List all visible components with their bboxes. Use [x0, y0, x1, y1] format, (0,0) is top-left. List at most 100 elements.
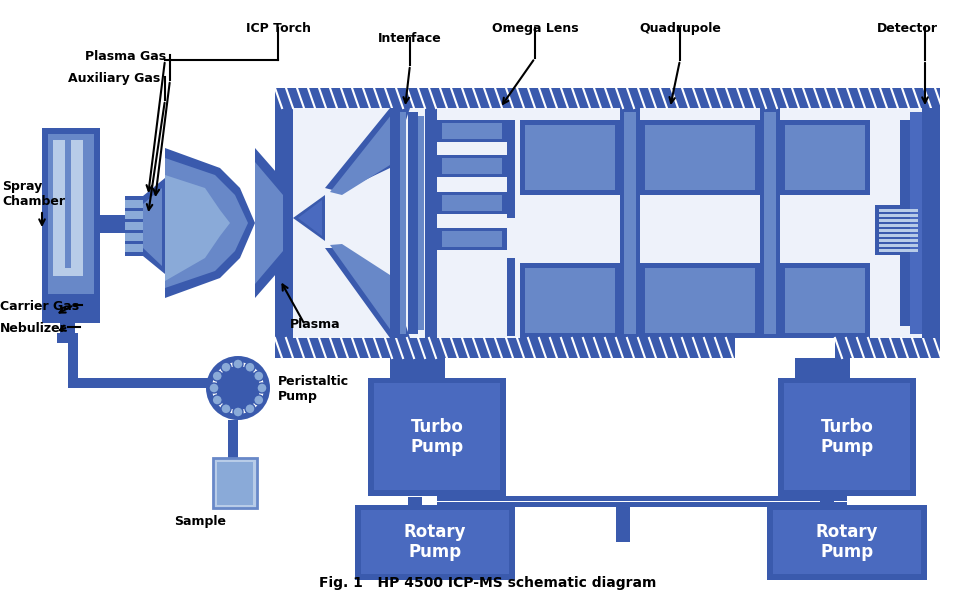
Polygon shape [143, 188, 162, 266]
Bar [400, 112, 406, 334]
Bar [640, 263, 760, 338]
Polygon shape [293, 195, 325, 241]
Bar [507, 258, 515, 336]
Bar [42, 128, 100, 323]
Bar [778, 378, 916, 496]
Bar [764, 112, 776, 334]
Text: Auxiliary Gas: Auxiliary Gas [68, 72, 160, 85]
Bar [442, 158, 502, 174]
Bar [616, 507, 630, 542]
Circle shape [254, 395, 264, 405]
Bar [520, 263, 620, 338]
Polygon shape [165, 158, 248, 288]
Bar [368, 378, 506, 496]
Bar [100, 215, 125, 233]
Bar [507, 120, 515, 218]
Bar [125, 211, 143, 219]
Bar [760, 108, 780, 338]
Bar [442, 195, 502, 211]
Polygon shape [255, 148, 290, 298]
Circle shape [233, 407, 243, 417]
Bar [879, 249, 918, 252]
Bar [780, 263, 870, 338]
Polygon shape [255, 162, 283, 284]
Circle shape [206, 356, 270, 420]
Bar [910, 112, 922, 334]
Circle shape [212, 371, 223, 381]
Bar [922, 108, 940, 338]
Bar [879, 244, 918, 247]
Circle shape [245, 404, 255, 414]
Text: Turbo
Pump: Turbo Pump [821, 418, 874, 457]
Bar [293, 108, 922, 338]
Text: Rotary
Pump: Rotary Pump [404, 523, 467, 562]
Bar [780, 120, 870, 195]
Bar [437, 228, 507, 250]
Bar [408, 112, 418, 334]
Circle shape [212, 362, 264, 414]
Polygon shape [330, 114, 405, 195]
Circle shape [233, 359, 243, 369]
Bar [784, 383, 910, 490]
Bar [879, 234, 918, 237]
Circle shape [212, 395, 223, 405]
Circle shape [245, 362, 255, 372]
Bar [418, 116, 424, 330]
Bar [442, 123, 502, 139]
Bar [437, 192, 507, 214]
Bar [437, 496, 847, 501]
Bar [361, 510, 509, 574]
Bar [374, 383, 500, 490]
Text: Spray
Chamber: Spray Chamber [2, 180, 65, 208]
Text: Turbo
Pump: Turbo Pump [411, 418, 464, 457]
Bar [220, 378, 230, 388]
Bar [813, 380, 831, 398]
Text: Plasma Gas: Plasma Gas [85, 50, 166, 63]
Bar [620, 108, 640, 338]
Bar [125, 222, 143, 230]
Circle shape [221, 362, 231, 372]
Text: Detector: Detector [877, 22, 938, 35]
Bar [425, 108, 437, 338]
Bar [645, 125, 755, 190]
Bar [879, 229, 918, 232]
Polygon shape [165, 148, 255, 298]
Bar [275, 338, 735, 358]
Bar [125, 196, 143, 256]
Circle shape [221, 404, 231, 414]
Bar [879, 224, 918, 227]
Text: Sample: Sample [174, 515, 226, 528]
Polygon shape [325, 248, 410, 338]
Bar [437, 502, 847, 507]
Circle shape [216, 366, 260, 410]
Bar [773, 510, 921, 574]
Bar [624, 112, 636, 334]
Bar [785, 268, 865, 333]
Bar [68, 378, 230, 388]
Bar [53, 140, 65, 270]
Text: Omega Lens: Omega Lens [492, 22, 579, 35]
Polygon shape [143, 178, 165, 274]
Bar [900, 120, 910, 326]
Bar [408, 380, 426, 398]
Bar [879, 219, 918, 222]
Text: Nebulizer: Nebulizer [0, 322, 66, 335]
Bar [640, 120, 760, 195]
Bar [57, 333, 78, 343]
Text: Quadrupole: Quadrupole [639, 22, 721, 35]
Text: Interface: Interface [378, 32, 442, 45]
Bar [125, 233, 143, 241]
Bar [275, 108, 293, 338]
Bar [922, 108, 940, 338]
Bar [213, 458, 257, 508]
Bar [879, 209, 918, 212]
Bar [437, 155, 507, 177]
Bar [442, 231, 502, 247]
Text: Carrier Gas: Carrier Gas [0, 300, 79, 313]
Text: Plasma: Plasma [290, 318, 341, 331]
Bar [228, 420, 238, 465]
Polygon shape [330, 244, 405, 332]
Bar [525, 268, 615, 333]
Bar [820, 497, 834, 505]
Bar [390, 108, 400, 338]
